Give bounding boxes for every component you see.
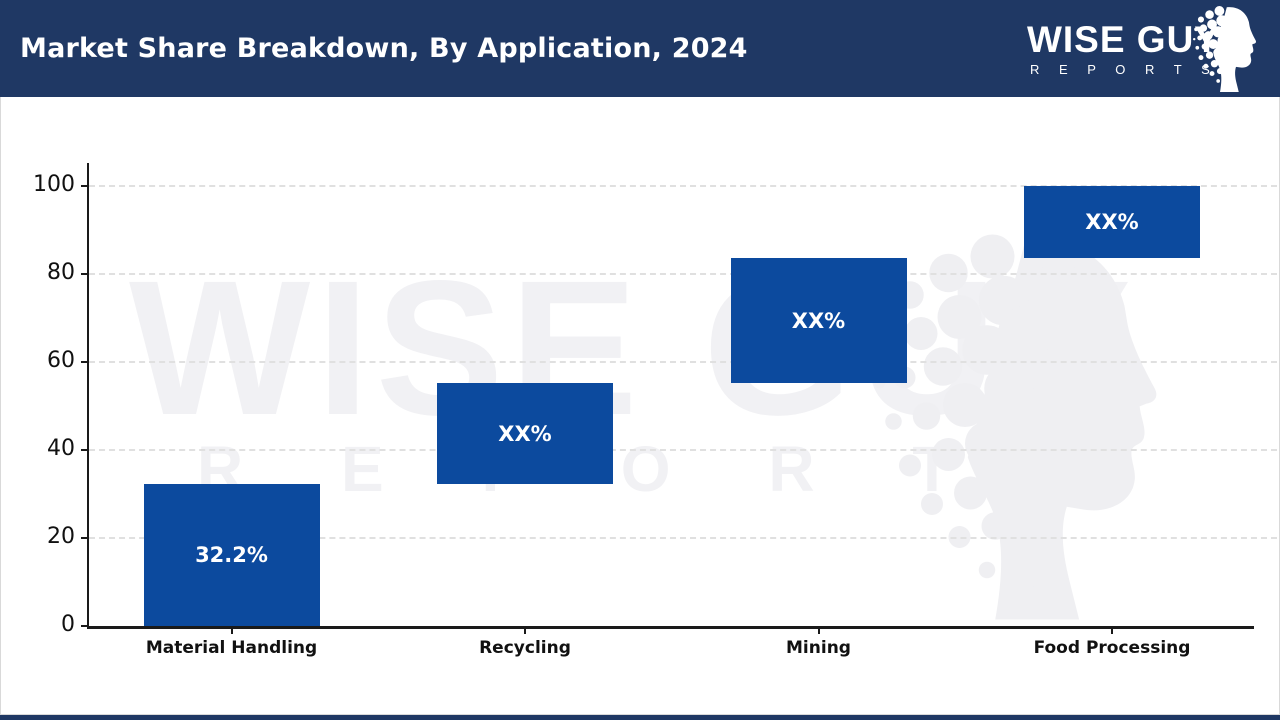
bar-material-handling: 32.2% [143,484,320,626]
bar-value-label: XX% [791,308,846,333]
gridline [89,185,1277,187]
gridline [89,537,1277,539]
y-tick-label: 60 [47,348,75,373]
x-tick-label-mining: Mining [786,638,851,658]
y-tick [81,185,89,187]
gridline [89,273,1277,275]
x-tick [1111,626,1113,634]
bar-food-processing: XX% [1024,186,1200,259]
y-tick [81,273,89,275]
y-tick-label: 40 [47,436,75,461]
y-tick [81,449,89,451]
wiseguy-logo: WISE GUY R E P O R T S [1027,5,1266,92]
logo-head-icon [1192,5,1257,92]
y-tick-label: 100 [33,172,75,197]
x-tick [817,626,820,634]
bar-mining: XX% [730,258,907,384]
y-tick-label: 20 [47,524,75,549]
bar-value-label: XX% [1085,210,1139,235]
gridline [89,361,1277,363]
bar-value-label: XX% [498,421,552,446]
x-tick-label-recycling: Recycling [479,638,571,658]
logo-text: WISE GUY R E P O R T S [1027,21,1220,76]
bar-recycling: XX% [437,383,613,485]
y-tick [81,625,89,627]
y-tick-label: 80 [47,260,75,285]
y-tick-label: 0 [61,612,75,637]
y-tick [81,361,89,363]
chart-area: WISE GUY R E P O R T S 32.2% Material Han… [0,97,1280,715]
x-tick [230,626,233,634]
logo-subtitle: R E P O R T S [1029,62,1218,77]
page-title: Market Share Breakdown, By Application, … [20,33,748,64]
footer-bar [0,715,1280,720]
bar-value-label: 32.2% [195,543,268,568]
plot: 32.2% Material Handling XX% Recycling XX% Min… [1,97,1279,714]
x-tick-label-food-processing: Food Processing [1033,638,1191,658]
x-axis-line [87,626,1254,629]
header: Market Share Breakdown, By Application, … [0,0,1280,97]
logo-wordmark: WISE GUY [1026,19,1220,60]
x-tick-label-material-handling: Material Handling [145,638,318,658]
x-tick [524,626,526,634]
y-axis-line [87,163,89,628]
y-tick [81,537,89,539]
gridline [89,449,1277,451]
